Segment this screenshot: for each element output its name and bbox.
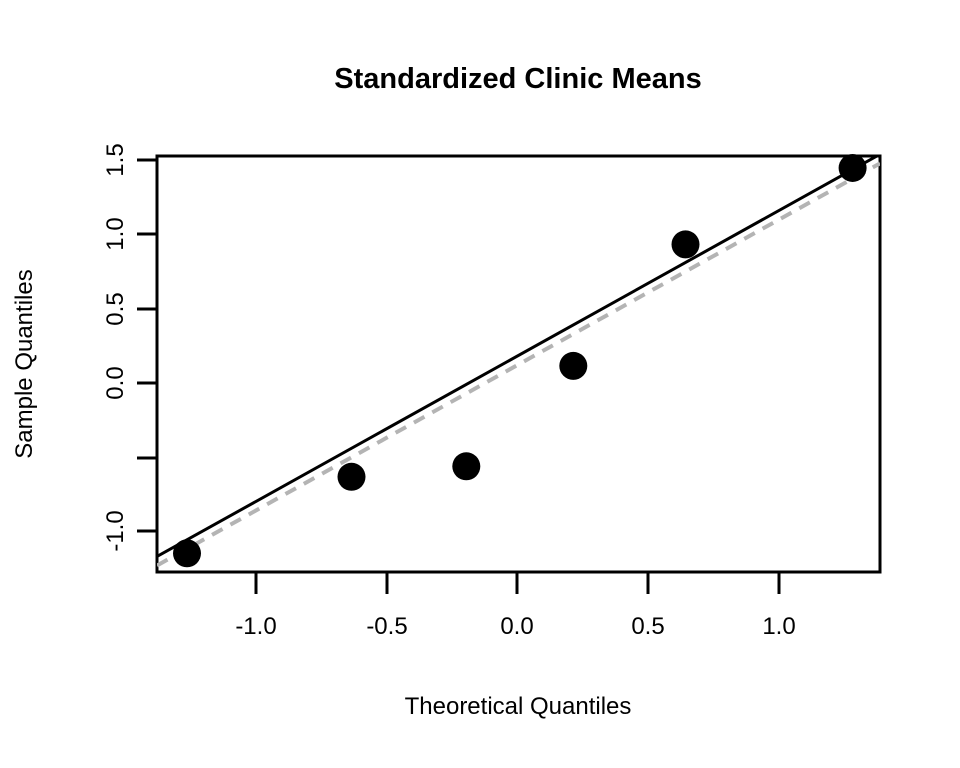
x-tick-label-1.0: 1.0 <box>762 613 795 640</box>
y-axis-title: Sample Quantiles <box>11 269 38 458</box>
data-point-5[interactable] <box>671 230 700 259</box>
chart-title: Standardized Clinic Means <box>334 63 701 95</box>
x-axis-ticks <box>254 572 781 594</box>
data-points-group <box>173 154 867 568</box>
y-tick-label-0.5: 0.5 <box>102 292 129 325</box>
qq-line-solid-icon <box>157 156 880 558</box>
x-tick-label-minus0.5: -0.5 <box>366 613 407 640</box>
plot-panel-border <box>155 154 882 574</box>
y-tick-label-1.0: 1.0 <box>102 217 129 250</box>
y-tick-label-0.0: 0.0 <box>102 366 129 399</box>
y-axis-ticks <box>137 158 157 533</box>
data-point-1[interactable] <box>173 539 201 568</box>
reference-lines-group <box>157 156 880 568</box>
x-tick-label-0.5: 0.5 <box>631 613 664 640</box>
data-point-3[interactable] <box>452 452 481 481</box>
data-point-6[interactable] <box>838 154 867 182</box>
identity-line-dashed-icon <box>157 161 880 568</box>
x-axis-title: Theoretical Quantiles <box>405 693 632 720</box>
data-point-4[interactable] <box>559 351 588 380</box>
y-axis-tick-labels: 1.5 1.0 0.5 0.0 -1.0 <box>102 143 129 551</box>
x-axis-tick-labels: -1.0 -0.5 0.0 0.5 1.0 <box>235 613 795 640</box>
x-tick-label-0.0: 0.0 <box>500 613 533 640</box>
x-tick-label-minus1.0: -1.0 <box>235 613 276 640</box>
y-tick-label-minus1.0: -1.0 <box>102 510 129 551</box>
data-point-2[interactable] <box>337 462 366 491</box>
y-tick-label-1.5: 1.5 <box>102 143 129 176</box>
